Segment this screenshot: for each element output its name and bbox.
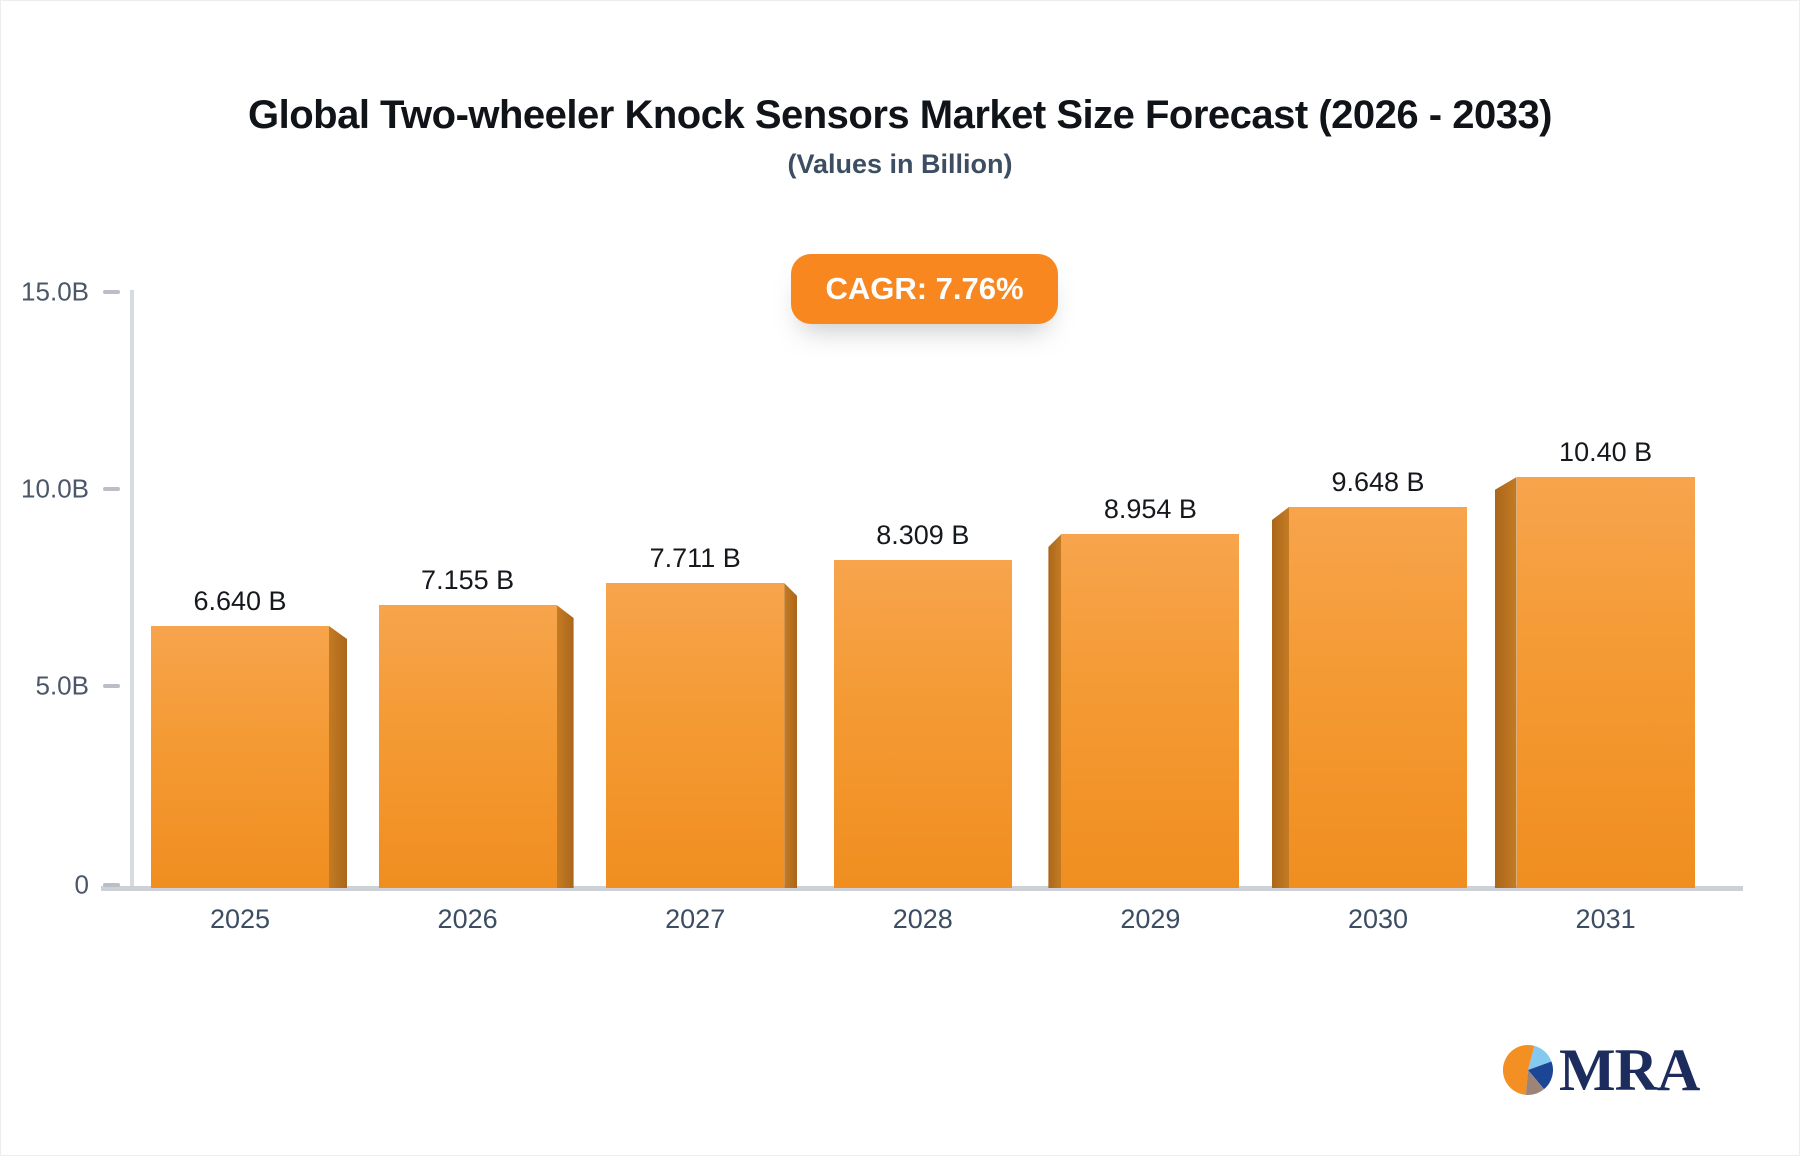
- chart-subtitle: (Values in Billion): [787, 149, 1013, 179]
- y-tick-label-0: 0: [74, 869, 89, 900]
- bar-side-face: [556, 605, 574, 888]
- bar-2026: [378, 605, 574, 888]
- x-tick-label-2027: 2027: [665, 904, 726, 934]
- y-tick-label-10b: 10.0B: [21, 473, 89, 504]
- bar-value-label: 7.711 B: [649, 543, 741, 573]
- bar-front-face: [1061, 534, 1240, 888]
- y-axis-line: [130, 290, 134, 889]
- bar-value-label: 9.648 B: [1331, 467, 1425, 497]
- bar-value-label: 7.155 B: [421, 565, 515, 595]
- bar-value-label: 10.40 B: [1559, 437, 1653, 467]
- x-tick-label-2031: 2031: [1575, 904, 1636, 934]
- bar-front-face: [1289, 507, 1467, 888]
- x-tick-label-2029: 2029: [1120, 904, 1181, 934]
- bar-2027: [606, 583, 798, 888]
- brand-logo: MRA: [1503, 1037, 1700, 1103]
- bar-side-face: [784, 583, 798, 888]
- bar-front-face: [833, 560, 1012, 888]
- y-tick-label-15b: 15.0B: [21, 276, 89, 307]
- chart-title: Global Two-wheeler Knock Sensors Market …: [247, 93, 1553, 137]
- bar-2025: [151, 626, 347, 888]
- cagr-badge: CAGR: 7.76%: [791, 254, 1058, 324]
- bar-side-face: [329, 626, 347, 888]
- bar-2030: [1272, 507, 1467, 888]
- cagr-badge-label: CAGR: 7.76%: [825, 271, 1024, 306]
- x-tick-label-2025: 2025: [209, 904, 271, 934]
- y-tick-dash: [103, 290, 120, 294]
- bar-side-face: [1272, 507, 1289, 888]
- bar-side-face: [1494, 477, 1517, 888]
- bar-2029: [1048, 534, 1240, 888]
- bar-2031: [1494, 477, 1695, 888]
- bar-value-label: 8.309 B: [876, 520, 970, 550]
- bar-front-face: [151, 626, 329, 888]
- bar-value-label: 8.954 B: [1103, 494, 1197, 524]
- bar-front-face: [606, 583, 785, 888]
- bar-2028: [833, 560, 1012, 888]
- bar-front-face: [1516, 477, 1695, 888]
- y-tick-label-5b: 5.0B: [35, 670, 90, 701]
- x-tick-label-2028: 2028: [892, 904, 953, 934]
- x-tick-label-2030: 2030: [1347, 904, 1409, 934]
- y-tick-dash: [103, 487, 120, 491]
- brand-logo-text: MRA: [1559, 1037, 1700, 1103]
- pie-chart-logo-icon: [1503, 1045, 1553, 1095]
- y-tick-dash: [103, 883, 120, 887]
- bar-value-label: 6.640 B: [193, 586, 287, 616]
- bar-side-face: [1048, 534, 1062, 888]
- x-axis-baseline: [101, 886, 1743, 891]
- x-tick-label-2026: 2026: [437, 904, 498, 934]
- y-tick-dash: [103, 684, 120, 688]
- bar-front-face: [378, 605, 557, 888]
